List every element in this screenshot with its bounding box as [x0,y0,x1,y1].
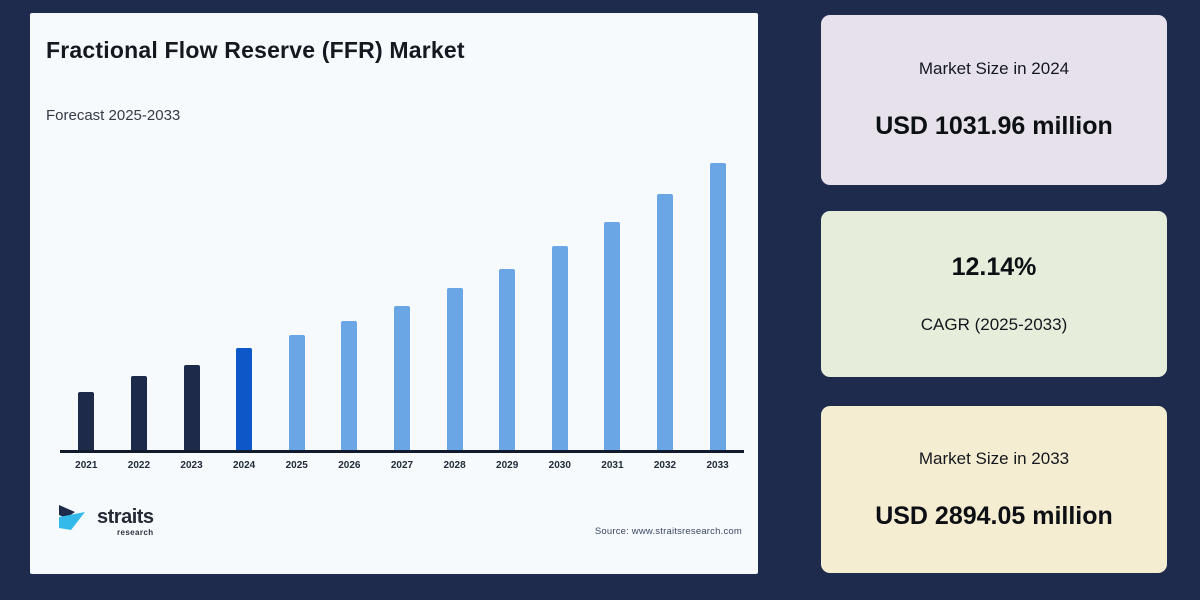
bar-column-2021 [60,392,113,450]
x-axis-label-2031: 2031 [601,460,624,471]
x-axis-label-2021: 2021 [75,460,98,471]
bar-column-2023 [165,365,218,450]
bar-2030 [551,246,568,450]
x-axis-label-2032: 2032 [653,460,677,471]
logo-cyan-shape [59,512,85,530]
bar-2021 [78,392,95,450]
bar-2032 [657,194,673,450]
bar-2031 [604,222,621,450]
bar-column-2032 [639,194,692,450]
source-attribution: Source: www.straitsresearch.com [594,526,742,537]
bar-chart-bars [60,163,744,453]
bar-2023 [183,365,200,450]
logo-dark-shape [59,505,75,518]
bar-column-2030 [533,246,586,450]
page-title: Fractional Flow Reserve (FFR) Market [46,37,465,63]
bar-column-2028 [428,288,481,450]
bar-2022 [130,376,147,450]
bar-column-2029 [481,269,534,450]
bar-column-2027 [376,306,429,450]
x-axis-label-2023: 2023 [180,460,203,471]
straits-logo-icon [59,505,85,530]
x-axis-label-2030: 2030 [548,460,571,471]
chart-panel: Fractional Flow Reserve (FFR) Market For… [30,13,758,574]
bar-2024 [236,348,253,450]
bar-column-2026 [323,321,376,450]
bar-2029 [499,269,516,450]
forecast-subtitle: Forecast 2025-2033 [46,107,181,124]
bar-chart: 2021 2022 2023 2024 2025 2026 2027 2028 2029 2030… [60,163,744,471]
logo-text: straits research [97,507,154,537]
stat-card-label: Market Size in 2024 [918,59,1070,78]
logo-subtext: research [116,528,154,537]
x-axis-label-2024: 2024 [233,460,256,471]
stat-card-cagr: 12.14% CAGR (2025-2033) [821,211,1167,377]
x-axis-label-2026: 2026 [338,460,361,471]
x-axis-label-2025: 2025 [285,460,308,471]
stat-card-label: Market Size in 2033 [918,448,1070,468]
bar-2027 [393,306,410,450]
stat-card-market-size-2024: Market Size in 2024 USD 1031.96 million [821,15,1167,185]
stat-card-value: USD 1031.96 million [875,112,1113,140]
bar-column-2024 [218,348,271,450]
x-axis-label-2027: 2027 [390,460,414,471]
stat-card-value: USD 2894.05 million [875,501,1113,530]
straits-research-logo: straits research [56,503,154,541]
bar-2025 [288,335,305,450]
bar-column-2031 [586,222,639,450]
x-axis-label-2022: 2022 [127,460,151,471]
stat-card-value: 12.14% [951,253,1037,281]
stat-card-market-size-2033: Market Size in 2033 USD 2894.05 million [821,406,1167,573]
x-axis-label-2033: 2033 [706,460,729,471]
stat-card-label: CAGR (2025-2033) [920,315,1068,334]
bar-chart-x-axis-labels: 2021 2022 2023 2024 2025 2026 2027 2028 2029 2030… [60,460,744,471]
bar-2033 [709,163,726,450]
x-axis-label-2028: 2028 [443,460,466,471]
bar-2028 [446,288,463,450]
logo-name: straits [97,506,154,528]
bar-column-2022 [113,376,166,450]
bar-column-2033 [691,163,744,450]
x-axis-label-2029: 2029 [496,460,519,471]
bar-column-2025 [270,335,323,450]
bar-2026 [341,321,358,450]
